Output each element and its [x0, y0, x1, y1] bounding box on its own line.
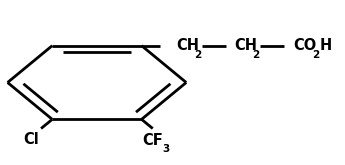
Text: 2: 2 — [312, 50, 319, 60]
Text: CH: CH — [176, 38, 199, 53]
Text: CO: CO — [293, 38, 316, 53]
Text: 2: 2 — [252, 50, 259, 60]
Text: CF: CF — [142, 133, 163, 148]
Text: CH: CH — [234, 38, 257, 53]
Text: Cl: Cl — [23, 132, 39, 147]
Text: 2: 2 — [194, 50, 201, 60]
Text: 3: 3 — [162, 144, 169, 154]
Text: H: H — [319, 38, 332, 53]
